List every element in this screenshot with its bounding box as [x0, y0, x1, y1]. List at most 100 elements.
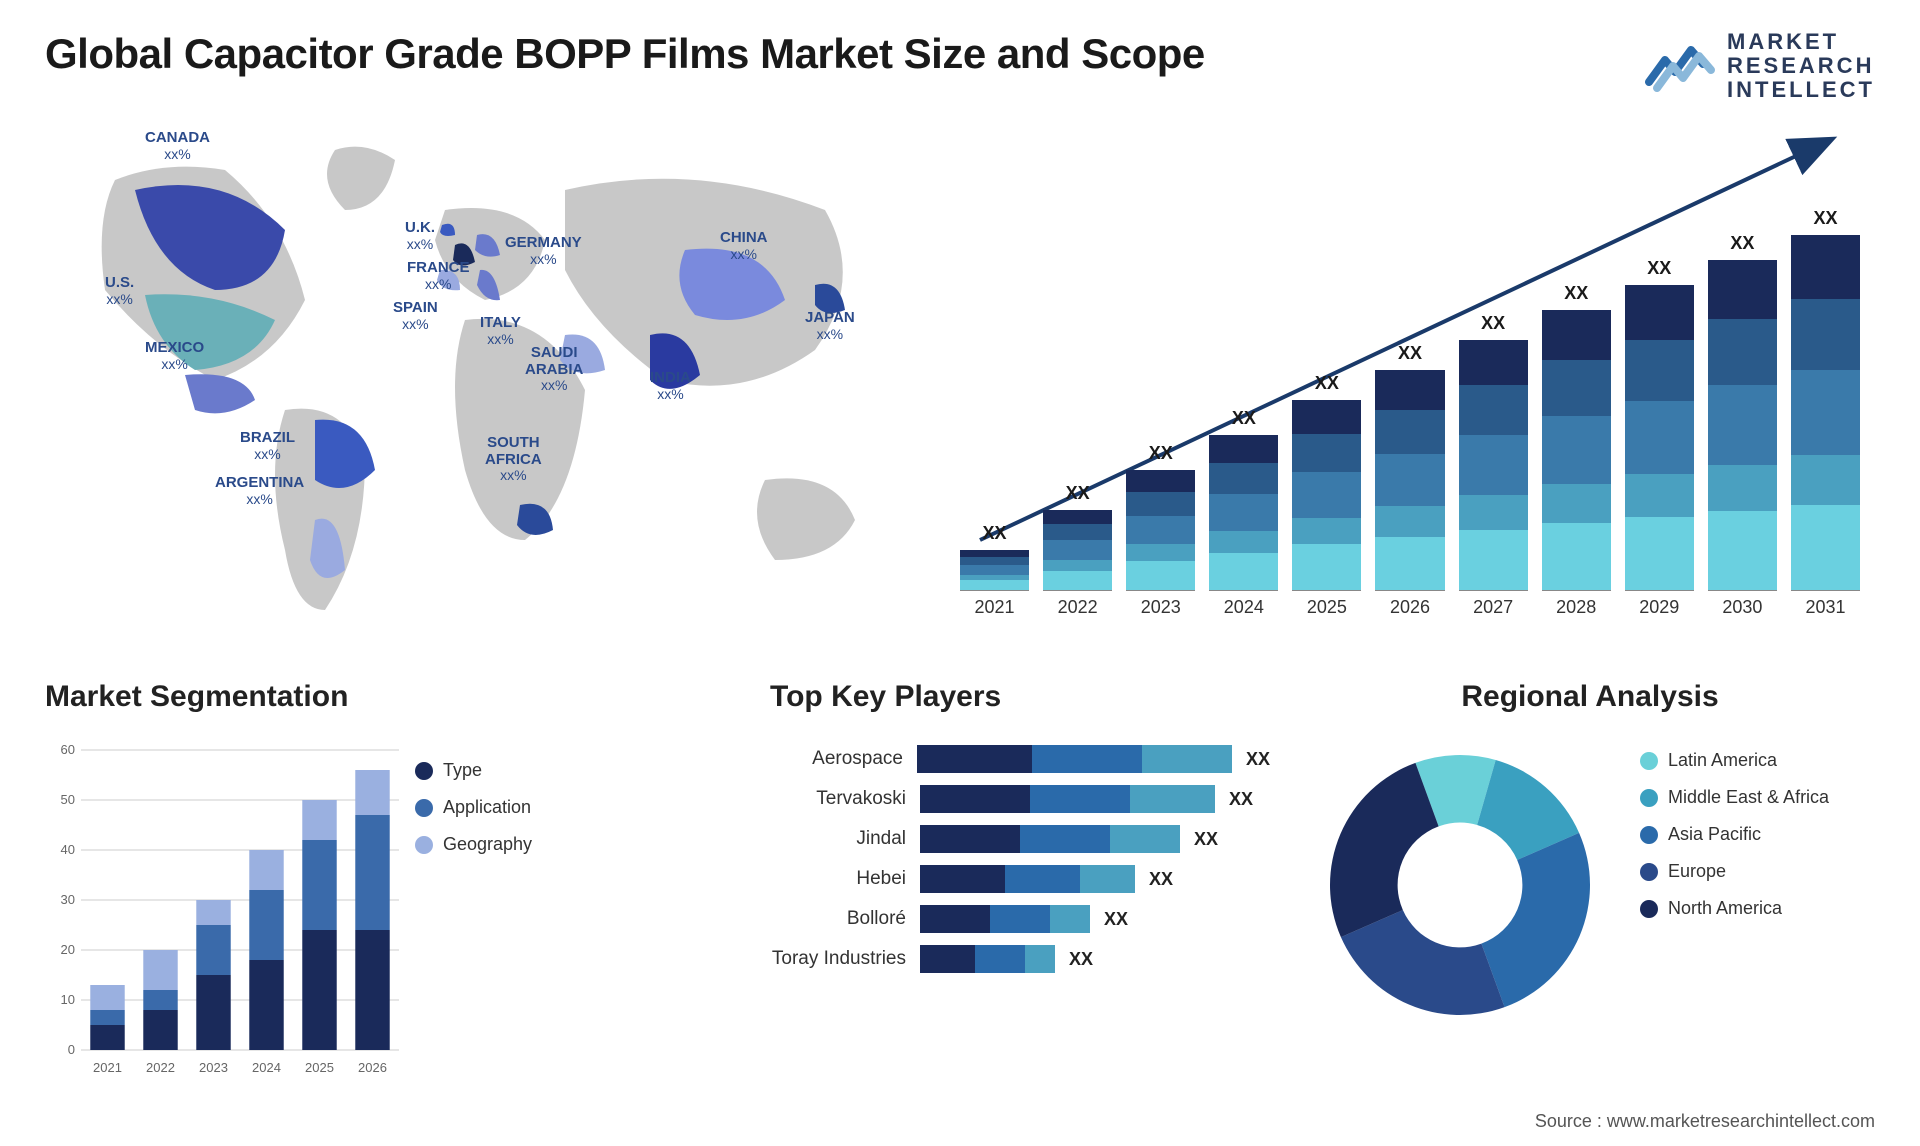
svg-text:2021: 2021 — [93, 1060, 122, 1075]
player-name: Toray Industries — [770, 948, 920, 970]
main-bar-year: 2027 — [1459, 590, 1528, 630]
main-bar-segment — [1209, 435, 1278, 463]
main-bar-value: XX — [1066, 483, 1090, 504]
map-label-name: SAUDI ARABIA — [525, 345, 583, 378]
regional-title: Regional Analysis — [1300, 680, 1880, 714]
player-name: Tervakoski — [770, 788, 920, 810]
main-bar-year: 2029 — [1625, 590, 1694, 630]
map-label-name: SOUTH AFRICA — [485, 435, 542, 468]
main-bar-segment — [1542, 484, 1611, 523]
player-bar-segment — [917, 745, 1032, 773]
main-bar-segment — [1375, 537, 1444, 590]
player-row: AerospaceXX — [770, 745, 1270, 773]
main-bar-segment — [1791, 455, 1860, 505]
player-value: XX — [1246, 749, 1270, 770]
map-label: ITALYxx% — [480, 315, 521, 347]
map-label: BRAZILxx% — [240, 430, 295, 462]
svg-text:10: 10 — [61, 992, 75, 1007]
player-name: Bolloré — [770, 908, 920, 930]
map-label-name: JAPAN — [805, 310, 855, 327]
player-bar-segment — [1005, 865, 1080, 893]
logo-mark-icon — [1645, 36, 1715, 96]
main-bar-segment — [1209, 553, 1278, 590]
map-label: ARGENTINAxx% — [215, 475, 304, 507]
main-bar-segment — [1791, 299, 1860, 370]
map-label-name: SPAIN — [393, 300, 438, 317]
legend-item: Middle East & Africa — [1640, 787, 1829, 808]
legend-item: North America — [1640, 898, 1829, 919]
main-bar-segment — [1459, 340, 1528, 385]
main-bar: XX — [1375, 343, 1444, 590]
map-label-name: GERMANY — [505, 235, 582, 252]
main-bar-segment — [1625, 285, 1694, 340]
main-bar-segment — [1542, 360, 1611, 416]
legend-item: Europe — [1640, 861, 1829, 882]
map-label-pct: xx% — [505, 252, 582, 267]
player-name: Jindal — [770, 828, 920, 850]
main-bar-segment — [1209, 494, 1278, 531]
map-label-name: U.K. — [405, 220, 435, 237]
svg-text:20: 20 — [61, 942, 75, 957]
main-bar-segment — [1375, 454, 1444, 507]
main-bar-segment — [1126, 516, 1195, 545]
map-label-pct: xx% — [720, 247, 768, 262]
main-bar-segment — [1209, 463, 1278, 494]
seg-bar-segment — [196, 900, 230, 925]
main-bar-segment — [1043, 524, 1112, 540]
player-bar-segment — [1032, 745, 1142, 773]
legend-dot-icon — [1640, 863, 1658, 881]
segmentation-chart: 0102030405060202120222023202420252026 — [45, 740, 405, 1080]
legend-label: Europe — [1668, 861, 1726, 882]
player-bar-segment — [1030, 785, 1130, 813]
seg-bar-segment — [249, 890, 283, 960]
main-bar-value: XX — [1647, 258, 1671, 279]
main-bar-segment — [1708, 465, 1777, 511]
map-label: SOUTH AFRICAxx% — [485, 435, 542, 483]
legend-item: Type — [415, 760, 532, 781]
player-name: Hebei — [770, 868, 920, 890]
legend-label: North America — [1668, 898, 1782, 919]
svg-text:2023: 2023 — [199, 1060, 228, 1075]
seg-bar-segment — [196, 975, 230, 1050]
main-bar-value: XX — [1232, 408, 1256, 429]
main-bar-segment — [1126, 492, 1195, 516]
main-bar-segment — [1375, 410, 1444, 454]
seg-bar-segment — [143, 1010, 177, 1050]
legend-dot-icon — [1640, 900, 1658, 918]
svg-text:0: 0 — [68, 1042, 75, 1057]
player-value: XX — [1104, 909, 1128, 930]
main-bar-segment — [1375, 370, 1444, 410]
map-country-brazil — [315, 420, 375, 488]
player-bar-segment — [920, 825, 1020, 853]
seg-bar-segment — [249, 850, 283, 890]
legend-dot-icon — [415, 799, 433, 817]
main-bar-segment — [1043, 510, 1112, 524]
map-label: INDIAxx% — [650, 370, 691, 402]
svg-text:2026: 2026 — [358, 1060, 387, 1075]
main-bar-year: 2031 — [1791, 590, 1860, 630]
map-label: U.K.xx% — [405, 220, 435, 252]
seg-bar-segment — [196, 925, 230, 975]
main-bar-value: XX — [983, 523, 1007, 544]
main-bar-segment — [1459, 435, 1528, 495]
main-bar: XX — [1708, 233, 1777, 590]
player-bar-segment — [1110, 825, 1180, 853]
seg-bar-segment — [143, 950, 177, 990]
map-label: GERMANYxx% — [505, 235, 582, 267]
map-label: SPAINxx% — [393, 300, 438, 332]
main-bar-segment — [1459, 530, 1528, 590]
main-bar: XX — [960, 523, 1029, 590]
legend-dot-icon — [1640, 826, 1658, 844]
map-label: CANADAxx% — [145, 130, 210, 162]
player-value: XX — [1229, 789, 1253, 810]
main-bar-segment — [1791, 235, 1860, 299]
world-map-svg — [45, 120, 905, 660]
main-bar: XX — [1542, 283, 1611, 590]
main-bar-year: 2026 — [1375, 590, 1444, 630]
main-bar-segment — [1542, 523, 1611, 590]
seg-bar-segment — [355, 770, 389, 815]
main-bar-segment — [1209, 531, 1278, 553]
main-bar: XX — [1043, 483, 1112, 590]
seg-bar-segment — [90, 1025, 124, 1050]
player-value: XX — [1194, 829, 1218, 850]
